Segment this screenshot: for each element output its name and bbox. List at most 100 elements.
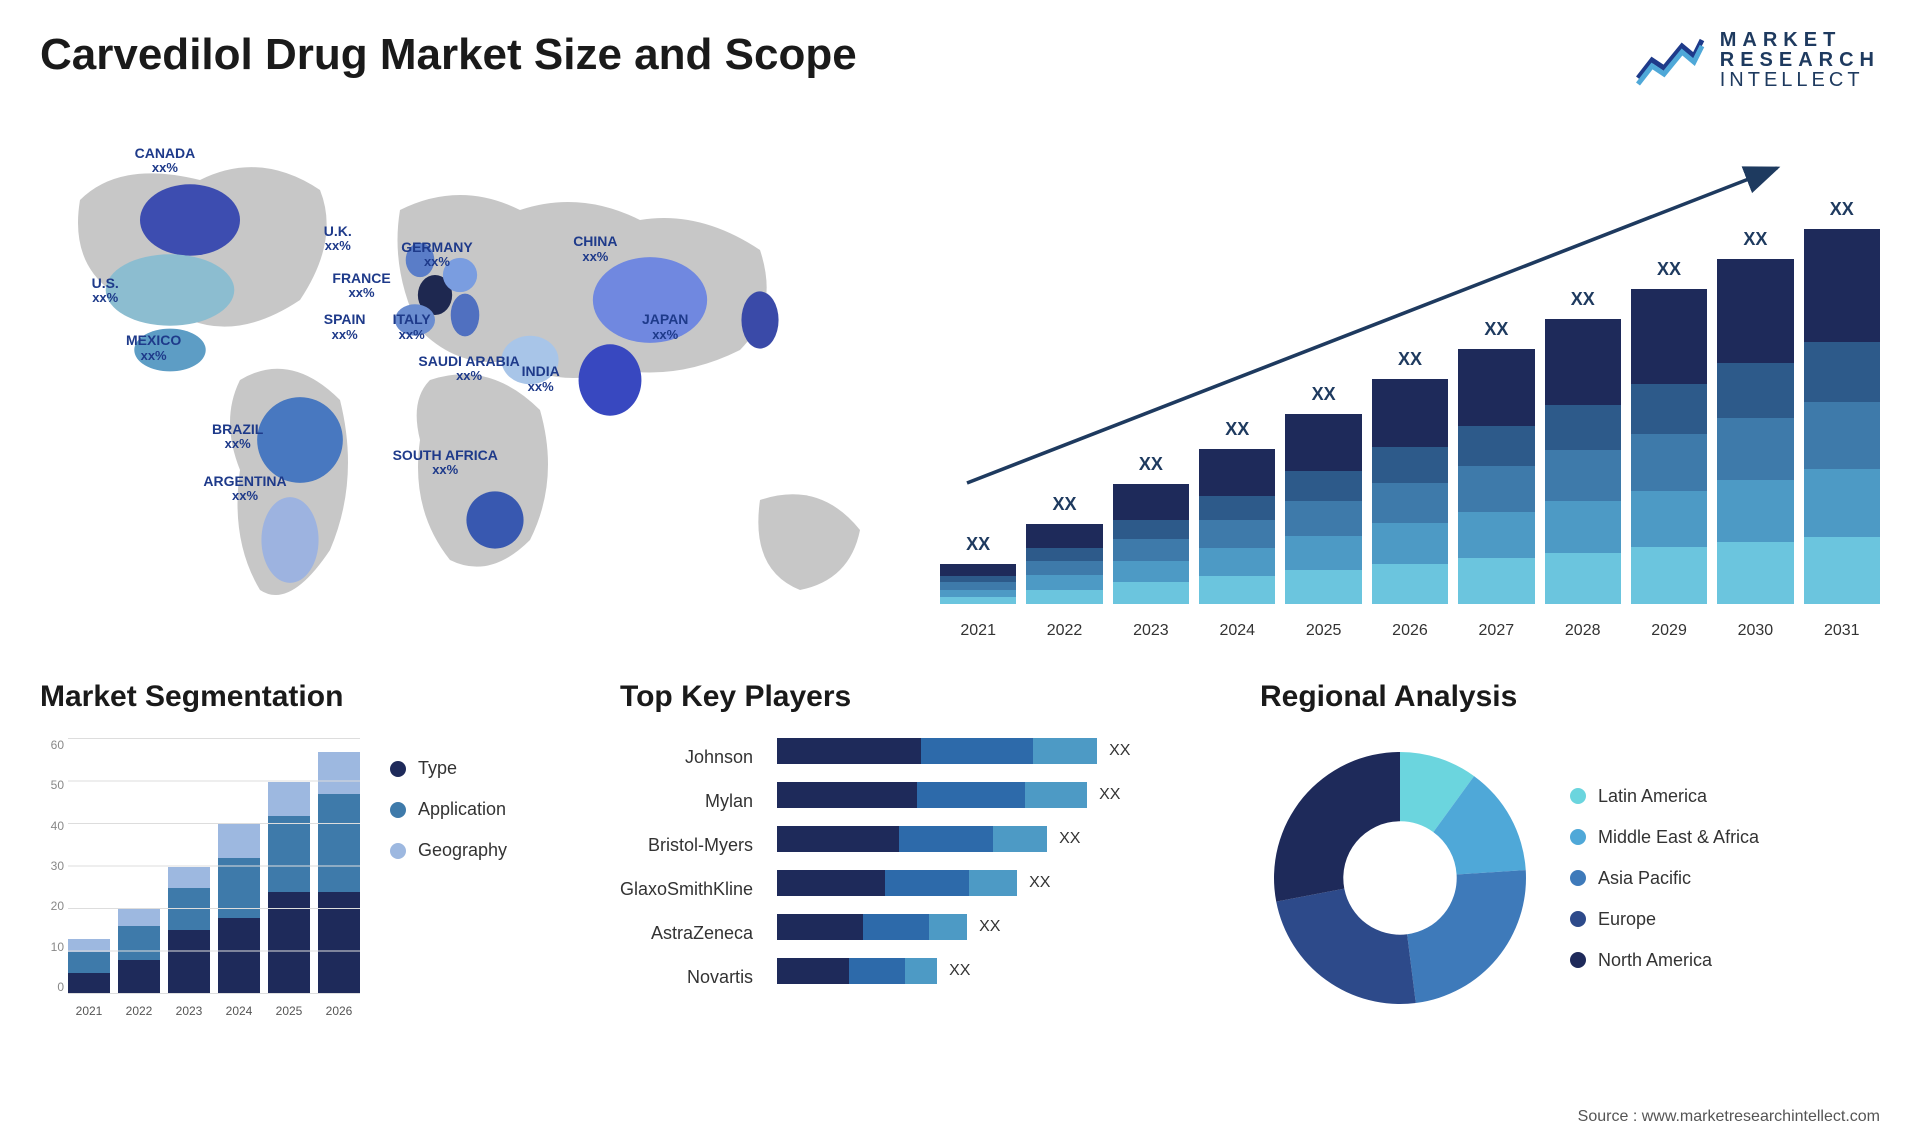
growth-bar: XX: [1199, 449, 1275, 604]
growth-bar: XX: [1631, 289, 1707, 604]
growth-x-label: 2025: [1285, 622, 1361, 640]
brand-logo: MARKET RESEARCH INTELLECT: [1634, 30, 1880, 90]
map-label: BRAZILxx%: [212, 422, 263, 452]
seg-bar: [268, 782, 310, 995]
legend-item: Geography: [390, 840, 507, 861]
seg-bar: [168, 867, 210, 995]
seg-x-label: 2026: [318, 1004, 360, 1018]
growth-chart: XXXXXXXXXXXXXXXXXXXXXX 20212022202320242…: [940, 120, 1880, 640]
player-bar-row: XX: [777, 914, 1130, 940]
seg-y-tick: 60: [40, 738, 64, 752]
player-bar-row: XX: [777, 826, 1130, 852]
growth-x-label: 2030: [1717, 622, 1793, 640]
growth-bar: XX: [1026, 524, 1102, 604]
growth-bar-value: XX: [1026, 494, 1102, 515]
seg-bar: [318, 752, 360, 994]
logo-mark-icon: [1634, 32, 1706, 88]
legend-item: Asia Pacific: [1570, 868, 1759, 889]
seg-bar: [118, 909, 160, 994]
map-label: JAPANxx%: [642, 312, 688, 342]
player-value: XX: [979, 918, 1000, 936]
map-label: FRANCExx%: [332, 271, 390, 301]
growth-x-label: 2031: [1804, 622, 1880, 640]
growth-bar-value: XX: [1545, 289, 1621, 310]
logo-line3: INTELLECT: [1720, 70, 1880, 90]
regional-legend: Latin America Middle East & Africa Asia Pa…: [1570, 786, 1759, 971]
growth-bar-value: XX: [1113, 454, 1189, 475]
regional-title: Regional Analysis: [1260, 680, 1880, 714]
growth-x-label: 2028: [1545, 622, 1621, 640]
regional-panel: Regional Analysis Latin America Middle Ea…: [1260, 680, 1880, 1018]
growth-bar: XX: [1372, 379, 1448, 604]
seg-x-label: 2023: [168, 1004, 210, 1018]
growth-bar: XX: [1717, 259, 1793, 604]
legend-item: Application: [390, 799, 507, 820]
seg-bar: [218, 824, 260, 994]
growth-x-label: 2022: [1026, 622, 1102, 640]
growth-x-label: 2027: [1458, 622, 1534, 640]
growth-x-label: 2021: [940, 622, 1016, 640]
legend-item: Europe: [1570, 909, 1759, 930]
seg-y-tick: 40: [40, 819, 64, 833]
map-label: CHINAxx%: [573, 234, 617, 264]
player-label: Mylan: [620, 788, 753, 814]
growth-bar: XX: [1804, 229, 1880, 604]
seg-y-tick: 10: [40, 940, 64, 954]
player-value: XX: [1109, 742, 1130, 760]
growth-bar: XX: [1458, 349, 1534, 604]
map-label: U.S.xx%: [92, 276, 119, 306]
growth-bar-value: XX: [1804, 199, 1880, 220]
legend-item: Type: [390, 758, 507, 779]
legend-item: North America: [1570, 950, 1759, 971]
seg-x-label: 2021: [68, 1004, 110, 1018]
player-label: GlaxoSmithKline: [620, 876, 753, 902]
segmentation-panel: Market Segmentation 6050403020100 202120…: [40, 680, 580, 1018]
growth-bar-value: XX: [940, 534, 1016, 555]
seg-x-label: 2024: [218, 1004, 260, 1018]
logo-line1: MARKET: [1720, 30, 1880, 50]
seg-bar: [68, 939, 110, 994]
growth-bar-value: XX: [1458, 319, 1534, 340]
map-label: ITALYxx%: [393, 312, 431, 342]
players-title: Top Key Players: [620, 680, 1220, 714]
map-label: MEXICOxx%: [126, 333, 181, 363]
seg-y-tick: 30: [40, 859, 64, 873]
growth-bar-value: XX: [1372, 349, 1448, 370]
map-label: SPAINxx%: [324, 312, 366, 342]
player-value: XX: [1029, 874, 1050, 892]
player-bar-row: XX: [777, 738, 1130, 764]
legend-item: Latin America: [1570, 786, 1759, 807]
growth-x-label: 2023: [1113, 622, 1189, 640]
segmentation-title: Market Segmentation: [40, 680, 580, 714]
growth-bar-value: XX: [1199, 419, 1275, 440]
player-label: Johnson: [620, 744, 753, 770]
legend-item: Middle East & Africa: [1570, 827, 1759, 848]
map-label: SOUTH AFRICAxx%: [393, 448, 498, 478]
player-label: Novartis: [620, 964, 753, 990]
map-label: CANADAxx%: [135, 146, 196, 176]
donut-slice: [1276, 889, 1416, 1004]
growth-bar: XX: [1113, 484, 1189, 604]
seg-y-tick: 50: [40, 778, 64, 792]
logo-line2: RESEARCH: [1720, 50, 1880, 70]
map-label: U.K.xx%: [324, 224, 352, 254]
segmentation-legend: Type Application Geography: [390, 738, 507, 1018]
player-bar-row: XX: [777, 958, 1130, 984]
world-map: CANADAxx% U.S.xx% MEXICOxx% BRAZILxx% ARGENT…: [40, 120, 900, 640]
growth-x-label: 2026: [1372, 622, 1448, 640]
player-value: XX: [949, 962, 970, 980]
seg-x-label: 2025: [268, 1004, 310, 1018]
donut-slice: [1274, 752, 1400, 902]
map-label: ARGENTINAxx%: [203, 474, 286, 504]
segmentation-chart: 6050403020100 202120222023202420252026: [40, 738, 360, 1018]
map-label: INDIAxx%: [522, 364, 560, 394]
donut-slice: [1407, 870, 1526, 1003]
seg-x-label: 2022: [118, 1004, 160, 1018]
growth-x-label: 2024: [1199, 622, 1275, 640]
growth-bar: XX: [940, 564, 1016, 604]
player-value: XX: [1059, 830, 1080, 848]
map-label: GERMANYxx%: [401, 240, 473, 270]
player-bar-row: XX: [777, 870, 1130, 896]
source-text: Source : www.marketresearchintellect.com: [1578, 1108, 1880, 1126]
players-chart: XXXXXXXXXXXX: [777, 738, 1130, 990]
